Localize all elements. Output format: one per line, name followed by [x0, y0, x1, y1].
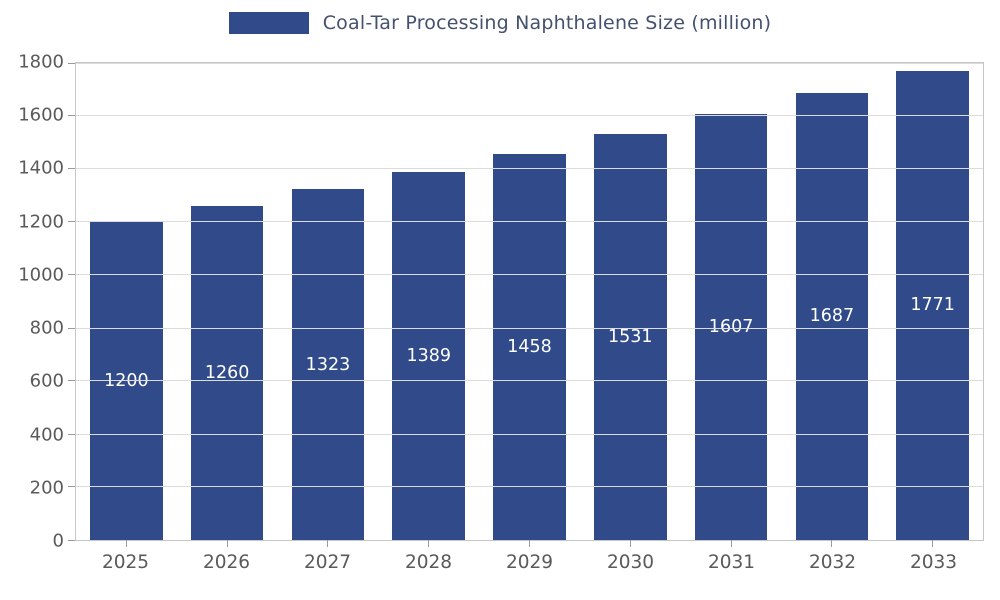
x-tick-mark [226, 540, 228, 547]
plot-area: 1200 1260 1323 1389 1458 1531 1607 1687 1771 [68, 62, 984, 547]
y-tick-mark [68, 168, 75, 170]
y-tick-label: 800 [29, 317, 64, 339]
gridline [76, 115, 983, 117]
bar-slot: 1607 [681, 63, 782, 540]
bar-value-label: 1458 [507, 336, 552, 357]
chart-legend: Coal-Tar Processing Naphthalene Size (mi… [0, 12, 1000, 34]
y-tick-mark [68, 433, 75, 435]
gridline [76, 380, 983, 382]
gridline [76, 433, 983, 435]
x-tick-mark [327, 540, 329, 547]
x-tick-label: 2030 [606, 552, 655, 573]
y-tick-label: 1000 [18, 264, 64, 286]
bar-value-label: 1607 [708, 317, 754, 338]
y-axis-tick-labels: 0 200 400 600 800 1000 1200 1400 1600 1800 [0, 52, 64, 552]
bar-2029: 1458 [493, 153, 566, 540]
bar-slot: 1389 [378, 63, 479, 540]
x-tick-label: 2029 [505, 552, 554, 573]
legend-swatch [228, 12, 309, 34]
bar-value-label: 1389 [406, 345, 452, 366]
y-tick-mark [68, 380, 75, 382]
bar-value-label: 1687 [809, 306, 855, 327]
bar-value-label: 1531 [608, 327, 653, 348]
x-tick-mark [125, 540, 127, 547]
bar-value-label: 1323 [305, 354, 351, 375]
y-tick-mark [68, 115, 75, 117]
x-tick-mark [932, 540, 934, 547]
bar-slot: 1531 [580, 63, 681, 540]
y-tick-label: 0 [52, 530, 64, 552]
bar-value-label: 1260 [204, 363, 250, 384]
bar-slot: 1323 [278, 63, 379, 540]
bar-2033: 1771 [896, 70, 969, 540]
gridline [76, 221, 983, 223]
x-axis-tick-labels: 2025 2026 2027 2028 2029 2030 2031 2032 2033 [75, 552, 984, 573]
bar-value-label: 1771 [910, 295, 955, 316]
x-tick-mark [529, 540, 530, 547]
gridline [76, 274, 983, 276]
legend-label: Coal-Tar Processing Naphthalene Size (mi… [322, 12, 772, 34]
x-tick-label: 2033 [909, 552, 958, 573]
x-tick-mark [831, 540, 833, 547]
y-tick-mark [68, 274, 75, 276]
gridline [76, 168, 983, 170]
gridline [76, 327, 983, 329]
x-tick-label: 2028 [404, 552, 453, 573]
bar-2032: 1687 [795, 92, 869, 540]
y-tick-label: 600 [29, 370, 64, 392]
y-tick-label: 1400 [18, 157, 64, 179]
bar-2030: 1531 [594, 134, 667, 540]
y-tick-label: 200 [29, 477, 64, 499]
bar-2028: 1389 [392, 171, 466, 540]
x-tick-mark [428, 540, 430, 547]
x-tick-label: 2026 [202, 552, 251, 573]
x-tick-label: 2025 [101, 552, 150, 573]
y-tick-label: 1200 [18, 211, 64, 233]
y-tick-mark [68, 539, 75, 541]
bar-2027: 1323 [291, 189, 365, 540]
x-tick-label: 2031 [707, 552, 756, 573]
bars-row: 1200 1260 1323 1389 1458 1531 1607 1687 1771 [76, 63, 983, 540]
y-tick-mark [68, 221, 75, 223]
bar-slot: 1200 [76, 63, 177, 540]
y-tick-mark [68, 486, 75, 488]
x-tick-label: 2027 [303, 552, 352, 573]
x-tick-label: 2032 [808, 552, 857, 573]
x-tick-mark [730, 540, 732, 547]
x-tick-mark [629, 540, 631, 547]
bar-slot: 1771 [882, 63, 983, 540]
gridline [76, 486, 983, 488]
y-tick-mark [68, 62, 75, 64]
y-tick-label: 400 [29, 424, 64, 446]
bar-2026: 1260 [190, 206, 264, 540]
bar-slot: 1260 [177, 63, 278, 540]
bar-slot: 1687 [781, 63, 882, 540]
y-tick-mark [68, 327, 75, 329]
gridline [76, 62, 983, 64]
y-tick-label: 1600 [18, 104, 64, 126]
bar-2031: 1607 [694, 114, 768, 540]
y-tick-label: 1800 [18, 51, 64, 73]
bar-slot: 1458 [479, 63, 580, 540]
